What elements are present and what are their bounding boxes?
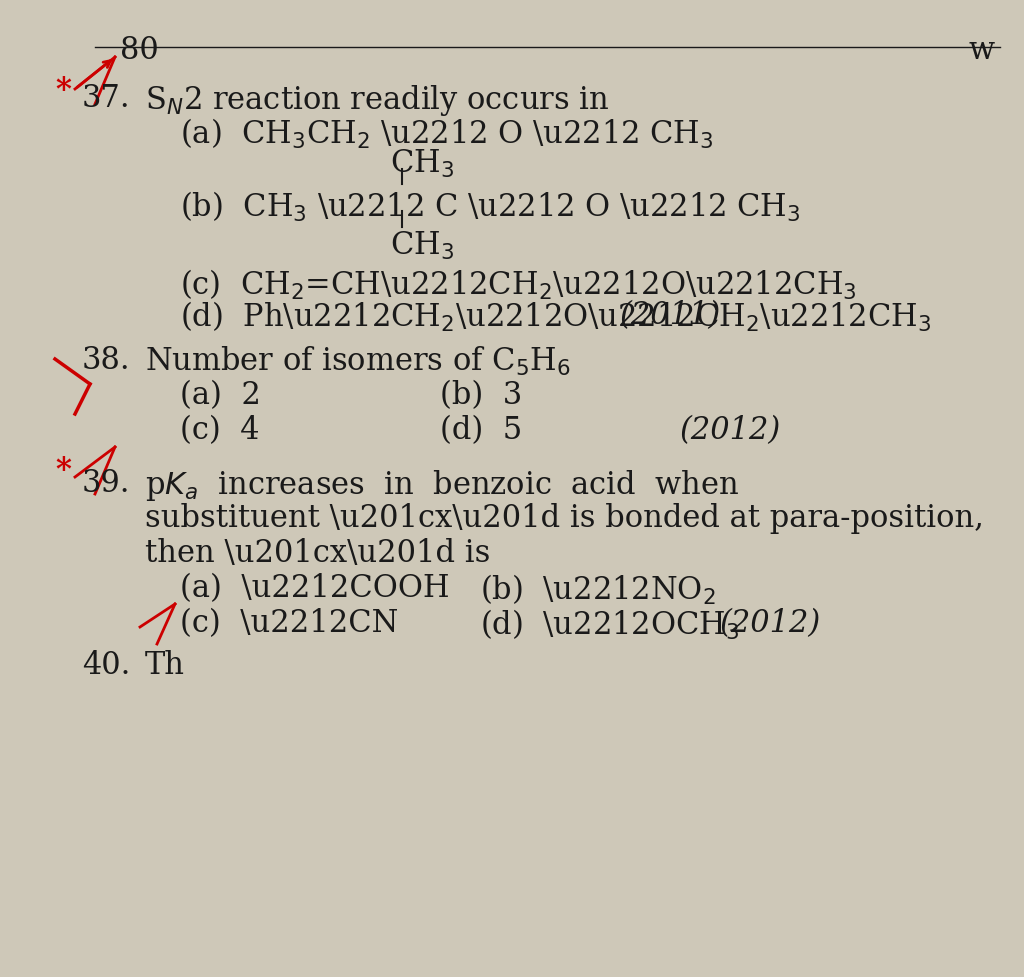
Text: (c)  CH$_2$=CH\u2212CH$_2$\u2212O\u2212CH$_3$: (c) CH$_2$=CH\u2212CH$_2$\u2212O\u2212CH… [180, 268, 857, 302]
Text: CH$_3$: CH$_3$ [390, 148, 454, 180]
Text: (b)  CH$_3$ \u2212 C \u2212 O \u2212 CH$_3$: (b) CH$_3$ \u2212 C \u2212 O \u2212 CH$_… [180, 190, 801, 224]
Text: (d)  \u2212OCH$_3$: (d) \u2212OCH$_3$ [480, 608, 739, 642]
Text: (d)  Ph\u2212CH$_2$\u2212O\u2212CH$_2$\u2212CH$_3$: (d) Ph\u2212CH$_2$\u2212O\u2212CH$_2$\u2… [180, 300, 932, 334]
Text: 37.: 37. [82, 83, 131, 114]
Text: (a)  2: (a) 2 [180, 380, 261, 410]
Text: 80: 80 [120, 35, 159, 65]
Text: S$_N$2 reaction readily occurs in: S$_N$2 reaction readily occurs in [145, 83, 609, 118]
Text: Th: Th [145, 650, 185, 680]
Text: (d)  5: (d) 5 [440, 414, 522, 446]
Text: (2012): (2012) [680, 414, 781, 446]
Text: CH$_3$: CH$_3$ [390, 230, 454, 262]
Text: (a)  \u2212COOH: (a) \u2212COOH [180, 573, 450, 604]
Text: (c)  4: (c) 4 [180, 414, 259, 446]
Text: 40.: 40. [82, 650, 130, 680]
Text: (c)  \u2212CN: (c) \u2212CN [180, 608, 398, 638]
Text: p$K_a$  increases  in  benzoic  acid  when: p$K_a$ increases in benzoic acid when [145, 468, 739, 502]
Text: 38.: 38. [82, 345, 131, 375]
Text: (2012): (2012) [720, 608, 821, 638]
Text: substituent \u201cx\u201d is bonded at para-position,: substituent \u201cx\u201d is bonded at p… [145, 502, 984, 533]
Text: then \u201cx\u201d is: then \u201cx\u201d is [145, 537, 490, 569]
Text: (b)  \u2212NO$_2$: (b) \u2212NO$_2$ [480, 573, 716, 607]
Text: (b)  3: (b) 3 [440, 380, 522, 410]
Text: Number of isomers of C$_5$H$_6$: Number of isomers of C$_5$H$_6$ [145, 345, 570, 378]
Text: 39.: 39. [82, 468, 130, 498]
Text: (a)  CH$_3$CH$_2$ \u2212 O \u2212 CH$_3$: (a) CH$_3$CH$_2$ \u2212 O \u2212 CH$_3$ [180, 117, 714, 150]
Text: w: w [969, 35, 995, 65]
Text: *: * [55, 75, 71, 106]
Text: (2011): (2011) [620, 300, 721, 330]
Text: *: * [55, 454, 71, 486]
